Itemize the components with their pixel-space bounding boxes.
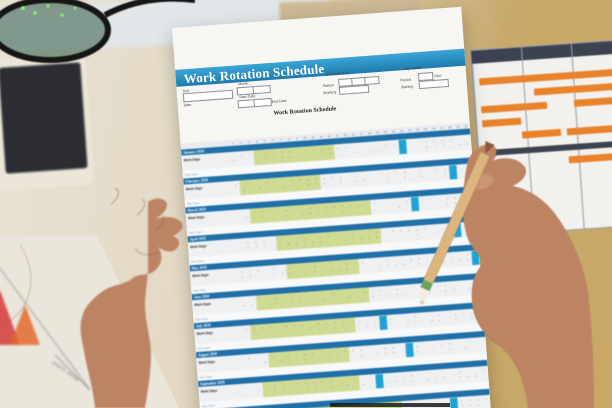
svg-text:Day Type: Day Type bbox=[202, 403, 215, 408]
